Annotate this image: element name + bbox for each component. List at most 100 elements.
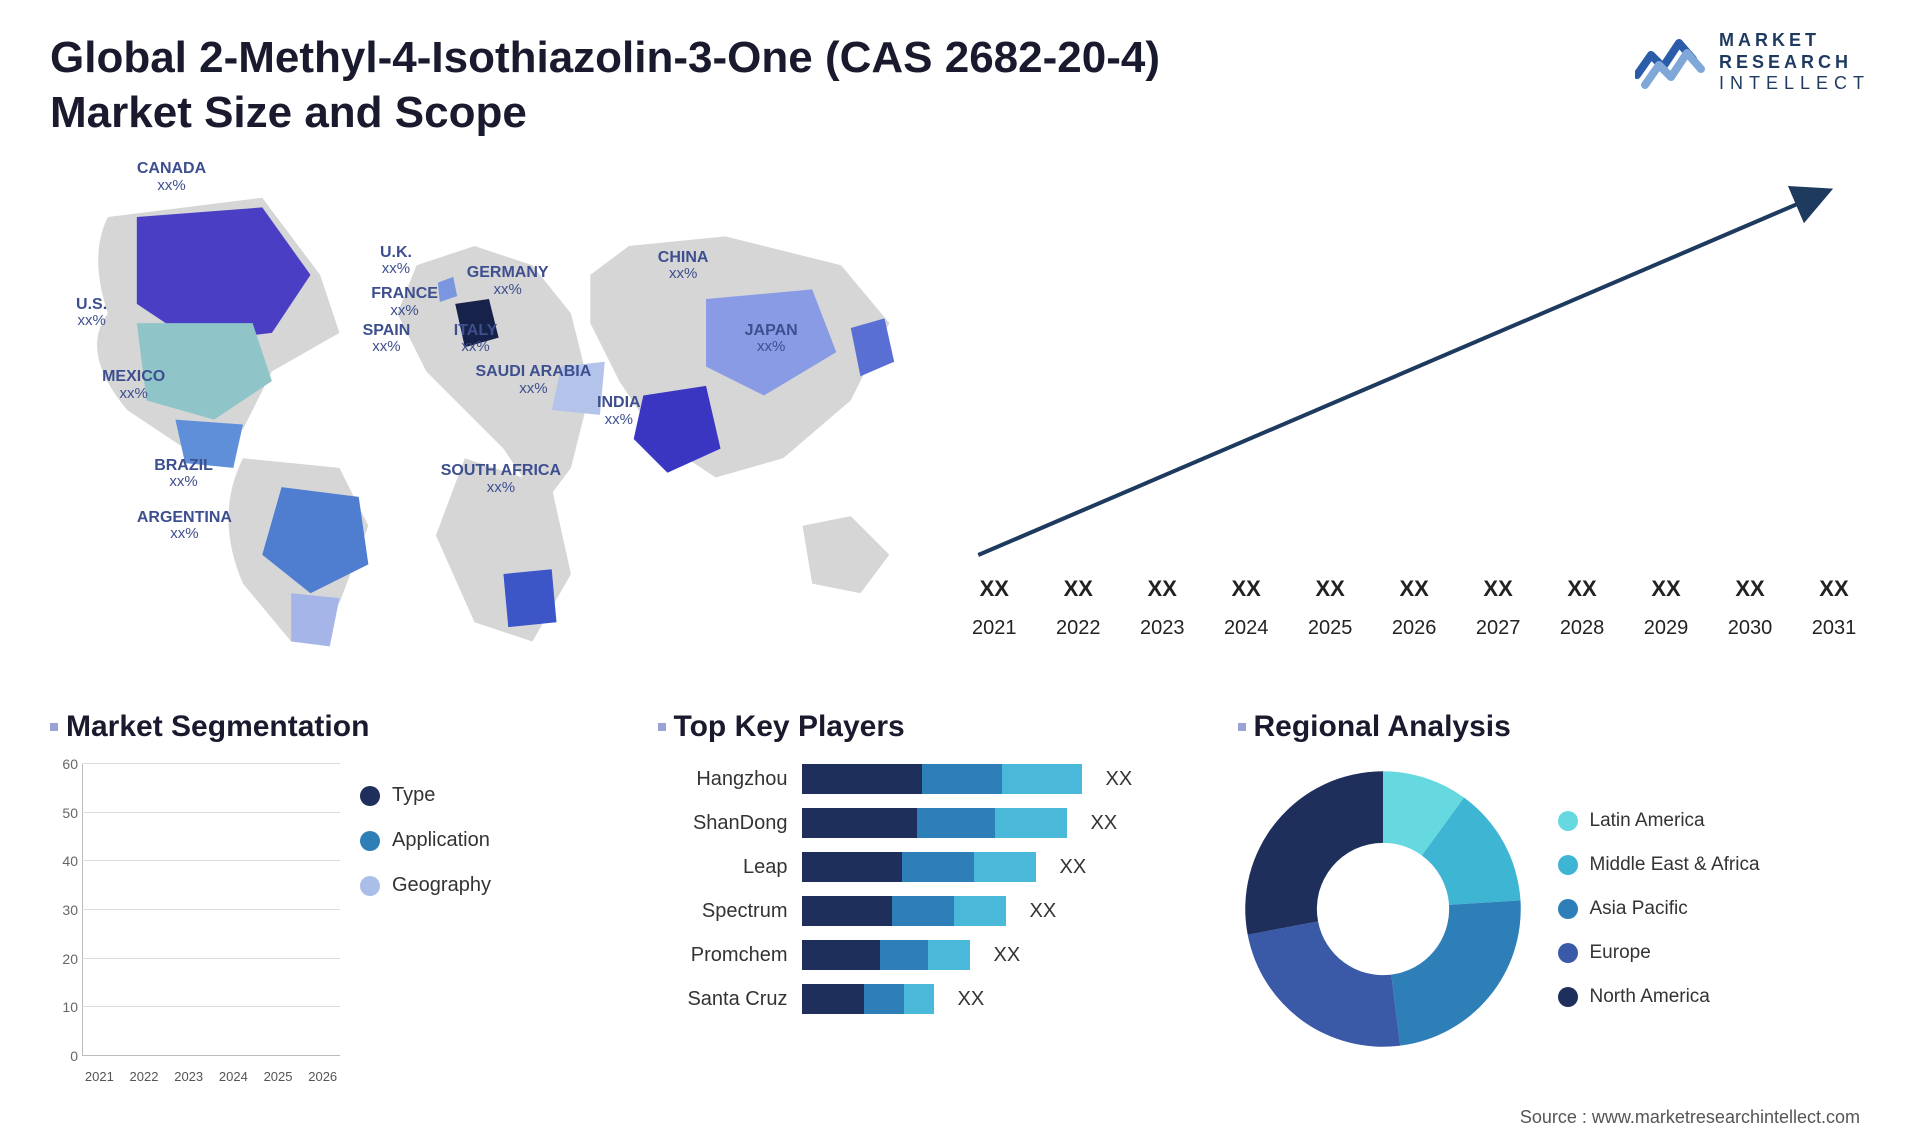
- seg-x-label: 2022: [127, 1069, 162, 1084]
- kp-bar-segment: [917, 808, 995, 838]
- growth-x-label: 2025: [1294, 617, 1366, 640]
- map-label: ITALYxx%: [454, 322, 498, 356]
- segmentation-legend: TypeApplicationGeography: [360, 764, 491, 897]
- world-map-icon: [50, 150, 918, 670]
- regional-donut-chart: [1238, 764, 1528, 1054]
- kp-bar: [802, 896, 1006, 926]
- growth-x-label: 2030: [1714, 617, 1786, 640]
- kp-value: XX: [994, 944, 1021, 967]
- kp-bar-segment: [802, 984, 864, 1014]
- legend-label: Latin America: [1590, 810, 1705, 832]
- map-label: SOUTH AFRICAxx%: [441, 462, 561, 496]
- kp-row: Spectrum XX: [658, 896, 1208, 926]
- kp-label: Leap: [658, 856, 788, 879]
- map-label: SPAINxx%: [363, 322, 411, 356]
- growth-x-label: 2031: [1798, 617, 1870, 640]
- seg-x-label: 2023: [171, 1069, 206, 1084]
- key-players-panel: Top Key Players HangzhouXXShanDongXXLeap…: [658, 710, 1208, 1084]
- kp-label: Spectrum: [658, 900, 788, 923]
- legend-dot-icon: [1558, 943, 1578, 963]
- seg-x-label: 2024: [216, 1069, 251, 1084]
- legend-item: Application: [360, 829, 491, 852]
- growth-x-label: 2026: [1378, 617, 1450, 640]
- donut-slice: [1391, 900, 1520, 1045]
- kp-value: XX: [958, 988, 985, 1011]
- seg-y-label: 40: [50, 853, 78, 869]
- growth-bar-value: XX: [958, 576, 1030, 602]
- legend-label: Middle East & Africa: [1590, 854, 1760, 876]
- kp-value: XX: [1091, 812, 1118, 835]
- kp-row: LeapXX: [658, 852, 1208, 882]
- kp-row: ShanDongXX: [658, 808, 1208, 838]
- page-title: Global 2-Methyl-4-Isothiazolin-3-One (CA…: [50, 30, 1250, 140]
- kp-bar-segment: [954, 896, 1006, 926]
- segmentation-title: Market Segmentation: [66, 710, 369, 744]
- legend-item: Europe: [1558, 942, 1760, 964]
- kp-bar-segment: [892, 896, 954, 926]
- kp-row: Promchem XX: [658, 940, 1208, 970]
- legend-dot-icon: [1558, 987, 1578, 1007]
- growth-bar-value: XX: [1546, 576, 1618, 602]
- seg-gridline: [82, 812, 340, 813]
- segmentation-chart: 202120222023202420252026 0102030405060: [50, 764, 340, 1084]
- growth-x-label: 2022: [1042, 617, 1114, 640]
- growth-bar-value: XX: [1378, 576, 1450, 602]
- seg-x-label: 2021: [82, 1069, 117, 1084]
- growth-x-label: 2023: [1126, 617, 1198, 640]
- legend-label: Application: [392, 829, 490, 852]
- legend-dot-icon: [1558, 899, 1578, 919]
- regional-panel: Regional Analysis Latin AmericaMiddle Ea…: [1238, 710, 1871, 1084]
- legend-item: North America: [1558, 986, 1760, 1008]
- seg-gridline: [82, 909, 340, 910]
- logo-text-1: MARKET: [1719, 30, 1870, 52]
- logo-mark-icon: [1635, 33, 1707, 91]
- kp-row: Hangzhou XX: [658, 764, 1208, 794]
- kp-label: Promchem: [658, 944, 788, 967]
- kp-value: XX: [1106, 768, 1133, 791]
- seg-gridline: [82, 763, 340, 764]
- world-map-panel: CANADAxx%U.S.xx%MEXICOxx%BRAZILxx%ARGENT…: [50, 150, 918, 670]
- map-label: CANADAxx%: [137, 160, 206, 194]
- seg-gridline: [82, 860, 340, 861]
- kp-bar: [802, 764, 1082, 794]
- legend-dot-icon: [360, 831, 380, 851]
- legend-dot-icon: [1558, 811, 1578, 831]
- kp-label: Hangzhou: [658, 768, 788, 791]
- regional-legend: Latin America Middle East & Africa Asia Pa…: [1558, 810, 1760, 1008]
- map-label: SAUDI ARABIAxx%: [475, 363, 591, 397]
- kp-bar-segment: [802, 940, 880, 970]
- brand-logo: MARKET RESEARCH INTELLECT: [1635, 30, 1870, 95]
- growth-bar-value: XX: [1042, 576, 1114, 602]
- kp-bar-segment: [904, 984, 934, 1014]
- legend-label: Asia Pacific: [1590, 898, 1688, 920]
- growth-x-label: 2028: [1546, 617, 1618, 640]
- legend-label: Geography: [392, 874, 491, 897]
- seg-y-label: 0: [50, 1048, 78, 1064]
- growth-bar-value: XX: [1210, 576, 1282, 602]
- map-label: JAPANxx%: [745, 322, 798, 356]
- legend-item: Latin America: [1558, 810, 1760, 832]
- key-players-title: Top Key Players: [674, 710, 905, 744]
- legend-label: North America: [1590, 986, 1710, 1008]
- kp-bar: [802, 808, 1067, 838]
- kp-value: XX: [1030, 900, 1057, 923]
- growth-bar-value: XX: [1462, 576, 1534, 602]
- seg-gridline: [82, 1006, 340, 1007]
- seg-x-label: 2025: [261, 1069, 296, 1084]
- kp-bar-segment: [802, 896, 892, 926]
- map-label: INDIAxx%: [597, 394, 641, 428]
- kp-bar-segment: [864, 984, 904, 1014]
- kp-bar-segment: [922, 764, 1002, 794]
- dot-icon: [1238, 723, 1246, 731]
- growth-chart-panel: XXXXXXXXXXXXXXXXXXXXXX 20212022202320242…: [958, 150, 1870, 670]
- map-label: ARGENTINAxx%: [137, 509, 232, 543]
- growth-bar-value: XX: [1798, 576, 1870, 602]
- growth-bar-value: XX: [1714, 576, 1786, 602]
- donut-slice: [1245, 771, 1383, 935]
- kp-bar-segment: [1002, 764, 1082, 794]
- legend-item: Middle East & Africa: [1558, 854, 1760, 876]
- kp-row: Santa CruzXX: [658, 984, 1208, 1014]
- dot-icon: [658, 723, 666, 731]
- map-label: MEXICOxx%: [102, 368, 165, 402]
- donut-slice: [1247, 921, 1400, 1046]
